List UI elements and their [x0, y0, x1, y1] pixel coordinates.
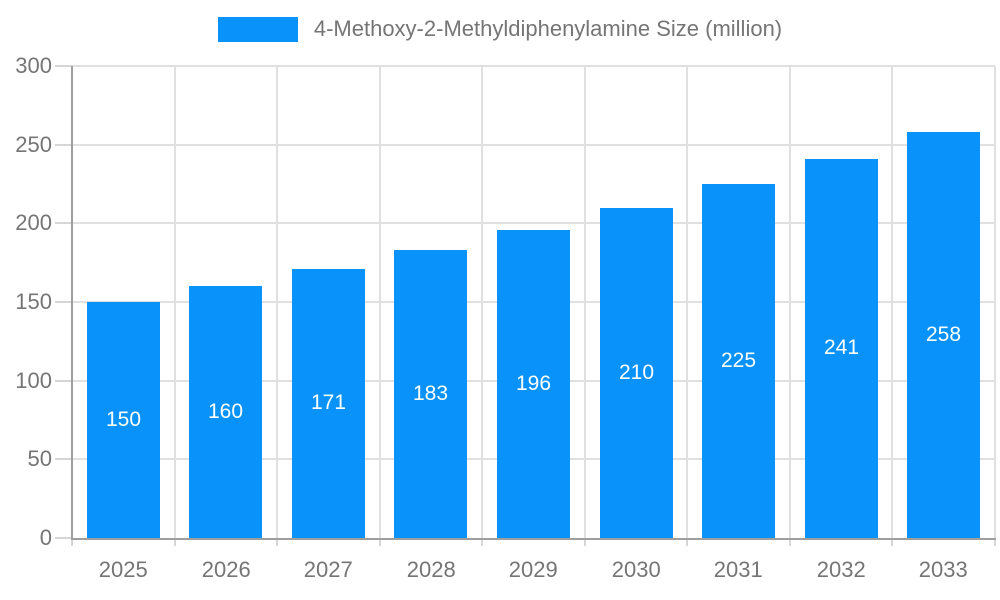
bar: [805, 158, 878, 538]
y-axis-tick: [55, 379, 72, 382]
x-axis-tick: [481, 539, 484, 546]
y-axis-tick-label: 300: [15, 53, 52, 78]
bar-value-label: 150: [105, 408, 142, 431]
x-axis-tick-label: 2028: [406, 557, 456, 582]
x-axis-tick: [276, 539, 279, 546]
y-axis-tick-label: 0: [39, 525, 52, 550]
x-axis-tick: [994, 539, 996, 546]
y-axis-tick: [55, 143, 72, 146]
bar: [394, 250, 467, 538]
x-axis-tick: [891, 539, 894, 546]
x-axis-tick-label: 2027: [303, 557, 353, 582]
legend-swatch: [217, 16, 298, 42]
bar-value-label: 160: [207, 400, 244, 423]
h-gridline: [72, 65, 995, 67]
legend-label: 4-Methoxy-2-Methyldiphenylamine Size (mi…: [313, 16, 783, 41]
y-axis-tick-label: 150: [15, 289, 52, 314]
x-axis-tick: [686, 539, 689, 546]
x-axis-tick-label: 2025: [98, 557, 148, 582]
bar-value-label: 258: [925, 323, 962, 346]
y-axis-tick: [55, 222, 72, 225]
bar: [702, 184, 775, 538]
bar: [907, 132, 980, 538]
y-axis-tick: [55, 458, 72, 461]
v-gridline: [891, 66, 894, 538]
bar-value-label: 210: [618, 361, 655, 384]
bar-value-label: 241: [823, 336, 860, 359]
bar: [189, 286, 262, 538]
x-axis-tick: [378, 539, 381, 546]
bar-value-label: 196: [515, 372, 552, 395]
bar: [87, 302, 160, 538]
y-axis-tick-label: 250: [15, 131, 52, 157]
x-axis-tick: [71, 539, 73, 546]
bar-value-label: 183: [412, 382, 449, 405]
x-axis-tick-label: 2030: [611, 557, 661, 582]
bar: [497, 229, 570, 538]
x-axis-tick-label: 2031: [713, 557, 763, 582]
x-axis-line: [71, 538, 996, 540]
v-gridline: [686, 66, 689, 538]
y-axis-tick: [55, 301, 72, 303]
x-axis-tick: [788, 539, 791, 546]
bar: [600, 207, 673, 538]
v-gridline: [276, 66, 279, 538]
y-axis-tick-label: 50: [27, 446, 52, 472]
v-gridline: [173, 66, 176, 538]
v-gridline: [994, 66, 996, 538]
x-axis-tick-label: 2032: [816, 557, 866, 582]
bar-value-label: 225: [720, 349, 757, 372]
y-axis-tick-label: 200: [15, 210, 52, 236]
v-gridline: [378, 66, 381, 538]
v-gridline: [583, 66, 586, 538]
y-axis-tick-label: 100: [15, 367, 52, 393]
x-axis-tick-label: 2026: [201, 557, 251, 582]
bar: [292, 268, 365, 538]
bar-value-label: 171: [310, 391, 347, 414]
h-gridline: [72, 143, 995, 146]
y-axis-tick: [55, 65, 72, 67]
x-axis-tick-label: 2033: [918, 557, 968, 582]
y-axis-tick: [55, 537, 72, 539]
x-axis-tick-label: 2029: [508, 557, 558, 582]
v-gridline: [788, 66, 791, 538]
x-axis-tick: [173, 539, 176, 546]
v-gridline: [481, 66, 484, 538]
x-axis-tick: [583, 539, 586, 546]
h-gridline: [72, 222, 995, 225]
chart-legend: 4-Methoxy-2-Methyldiphenylamine Size (mi…: [0, 16, 1000, 42]
y-axis-line: [71, 66, 73, 540]
